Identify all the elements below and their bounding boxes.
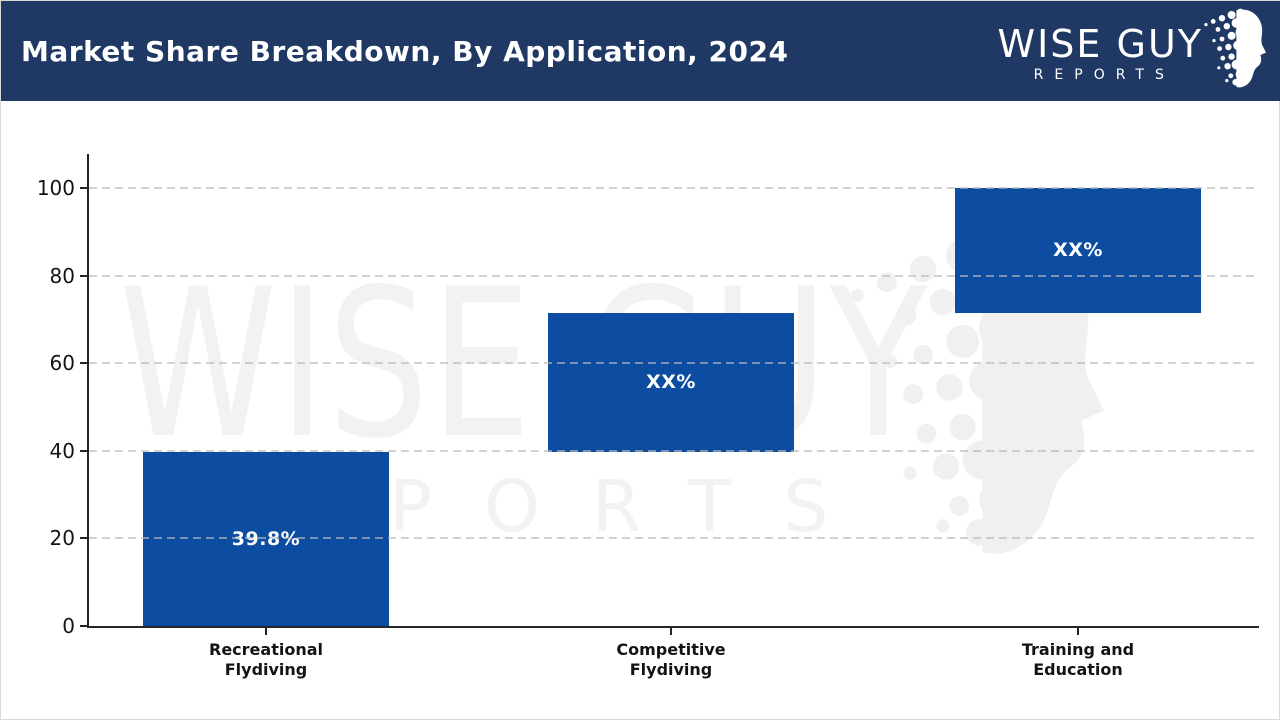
y-tick-label: 40	[49, 438, 75, 463]
x-category-label-competitive: Competitive Flydiving	[616, 640, 726, 679]
page-title: Market Share Breakdown, By Application, …	[21, 35, 789, 68]
bar-training-and-education: XX%	[955, 188, 1201, 313]
gridline-y-80	[89, 274, 1259, 277]
x-tick-mark	[265, 628, 267, 635]
x-category-label-recreational: Recreational Flydiving	[209, 640, 323, 679]
y-tick-mark	[80, 625, 87, 627]
y-tick-label: 0	[62, 614, 75, 638]
bar-value-label: XX%	[646, 371, 696, 394]
logo-face-dots-icon	[1204, 8, 1266, 88]
gridline-y-100	[89, 187, 1259, 189]
x-axis-line	[87, 626, 1259, 628]
bar-value-label: XX%	[1053, 239, 1103, 262]
wise-guy-reports-logo: WISE GUY REPORTS	[998, 7, 1271, 95]
y-tick-mark	[80, 362, 87, 365]
bar-competitive-flydiving: XX%	[548, 312, 794, 452]
gridline-y-60	[89, 362, 1259, 365]
gridline-y-20	[89, 537, 1259, 540]
y-tick-mark	[80, 187, 87, 189]
gridline-y-40	[89, 449, 1259, 452]
y-tick-mark	[80, 449, 87, 452]
y-tick-label: 20	[49, 526, 75, 551]
logo-reports-label: REPORTS	[1033, 67, 1175, 83]
y-tick-label: 60	[49, 351, 75, 376]
y-tick-label: 80	[49, 263, 75, 288]
x-category-label-training: Training and Education	[1021, 640, 1135, 679]
logo-wiseguy-label: WISE GUY	[997, 22, 1203, 66]
header-bar: Market Share Breakdown, By Application, …	[1, 1, 1280, 101]
y-tick-mark	[80, 537, 87, 540]
y-axis-line	[87, 154, 89, 628]
x-tick-mark	[1077, 628, 1079, 635]
y-tick-mark	[80, 274, 87, 277]
y-tick-label: 100	[36, 176, 75, 200]
logo-text: WISE GUY REPORTS	[998, 25, 1203, 83]
x-tick-mark	[670, 628, 672, 635]
